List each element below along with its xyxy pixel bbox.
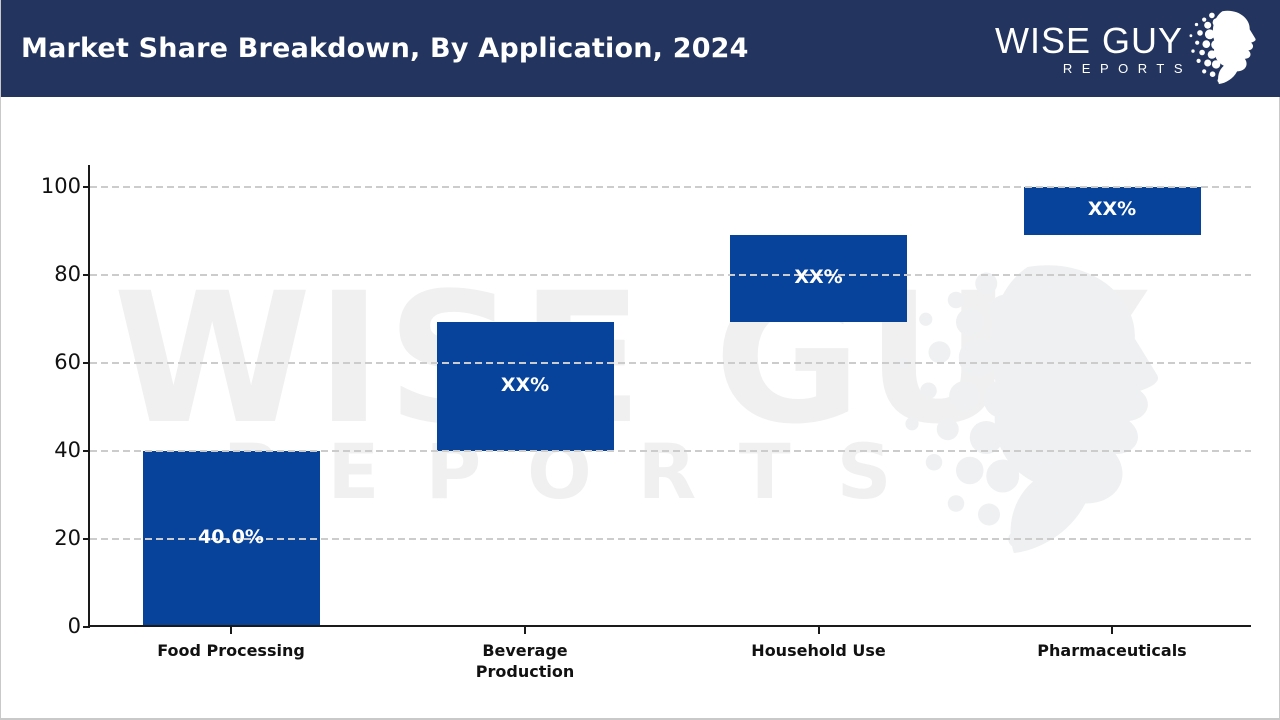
bar-value-label: 40.0% (198, 526, 264, 548)
y-tick-mark (83, 362, 90, 364)
y-tick-label: 20 (54, 526, 81, 550)
gridline-60 (90, 362, 1251, 364)
gridline-20 (90, 538, 1251, 540)
header-bar: Market Share Breakdown, By Application, … (1, 0, 1280, 97)
waterfall-chart: 40.0% XX% XX% XX% 0 20 40 60 80 100 Food Processin… (1, 97, 1280, 720)
y-tick-mark (83, 274, 90, 276)
bar-beverage-production (436, 322, 614, 451)
y-tick-label: 0 (67, 614, 81, 638)
y-axis-line (88, 165, 90, 627)
y-tick-mark (83, 186, 90, 188)
x-category-label: Beverage Production (475, 641, 575, 681)
y-tick-label: 100 (40, 174, 81, 198)
y-tick-mark (83, 538, 90, 540)
brand-name: WISE GUY (994, 19, 1183, 61)
x-category-label: Pharmaceuticals (1037, 641, 1187, 660)
dotted-head-logo-icon (1189, 10, 1256, 84)
x-category-label: Food Processing (157, 641, 305, 660)
bar-value-label: XX% (500, 373, 550, 396)
y-tick-label: 60 (54, 350, 81, 374)
brand-subname: REPORTS (1062, 60, 1192, 76)
y-tick-label: 80 (54, 262, 81, 286)
gridline-80 (90, 274, 1251, 276)
bar-value-label: XX% (794, 265, 843, 288)
x-axis-line (88, 625, 1251, 627)
gridline-100 (90, 186, 1251, 188)
x-tick-mark (1111, 627, 1113, 634)
y-tick-mark (83, 450, 90, 452)
y-tick-label: 40 (54, 438, 81, 462)
watermark-head-icon (898, 265, 1159, 553)
x-category-label: Household Use (751, 641, 886, 660)
bar-value-label: XX% (1087, 197, 1137, 220)
bar-pharmaceuticals (1023, 187, 1201, 235)
brand-logo-text: WISE GUY REPORTS (994, 19, 1183, 76)
gridline-40 (90, 450, 1251, 452)
y-tick-mark (83, 626, 90, 628)
x-tick-mark (817, 627, 820, 634)
bar-household-use (730, 234, 907, 323)
x-tick-mark (230, 627, 232, 634)
page-title: Market Share Breakdown, By Application, … (21, 33, 749, 64)
brand-logo: WISE GUY REPORTS (995, 6, 1263, 92)
x-tick-mark (524, 627, 526, 634)
